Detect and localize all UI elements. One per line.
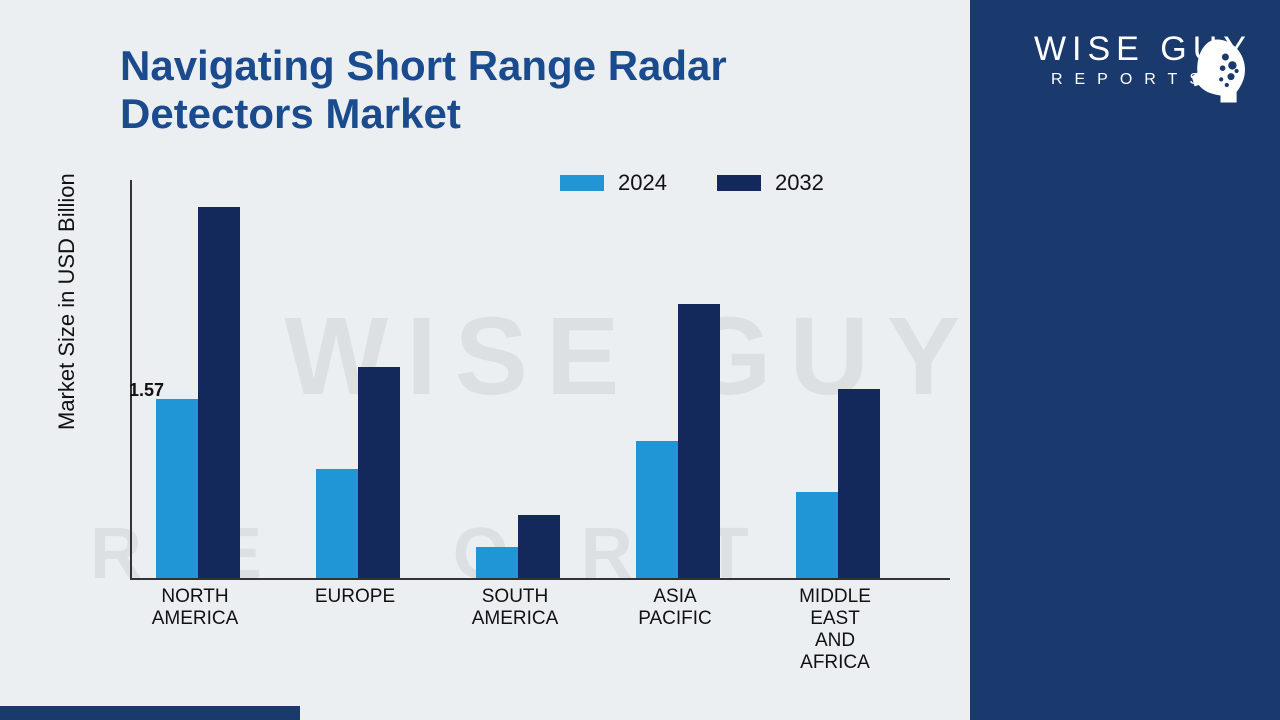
market-chart: 2024 2032 Market Size in USD Billion 1.5… (60, 170, 960, 690)
bar-2024 (156, 399, 198, 578)
bar-2032 (678, 304, 720, 578)
bottom-accent-bar (0, 706, 300, 720)
category-label: EUROPE (280, 586, 430, 608)
bar-2032 (198, 207, 240, 578)
category-label: ASIAPACIFIC (600, 586, 750, 630)
bar-2024 (316, 469, 358, 578)
page-title: Navigating Short Range Radar Detectors M… (120, 42, 740, 139)
plot-area: 1.57 (130, 180, 950, 580)
bar-value-label: 1.57 (84, 380, 164, 401)
category-label: MIDDLEEASTANDAFRICA (760, 586, 910, 673)
bar-2032 (518, 515, 560, 578)
bar-2032 (358, 367, 400, 578)
y-axis-label: Market Size in USD Billion (54, 173, 80, 430)
bar-2024 (796, 492, 838, 578)
bar-2024 (476, 547, 518, 578)
category-label: NORTHAMERICA (120, 586, 270, 630)
category-label: SOUTHAMERICA (440, 586, 590, 630)
page: WISE GUY REPORTS Navigating Short Range … (0, 0, 1280, 720)
right-panel (970, 0, 1280, 720)
brand-logo: WISE GUY REPORTS (992, 30, 1252, 89)
bar-2032 (838, 389, 880, 578)
bar-2024 (636, 441, 678, 578)
x-axis-labels: NORTHAMERICAEUROPESOUTHAMERICAASIAPACIFI… (130, 582, 950, 692)
head-icon (1182, 36, 1252, 106)
